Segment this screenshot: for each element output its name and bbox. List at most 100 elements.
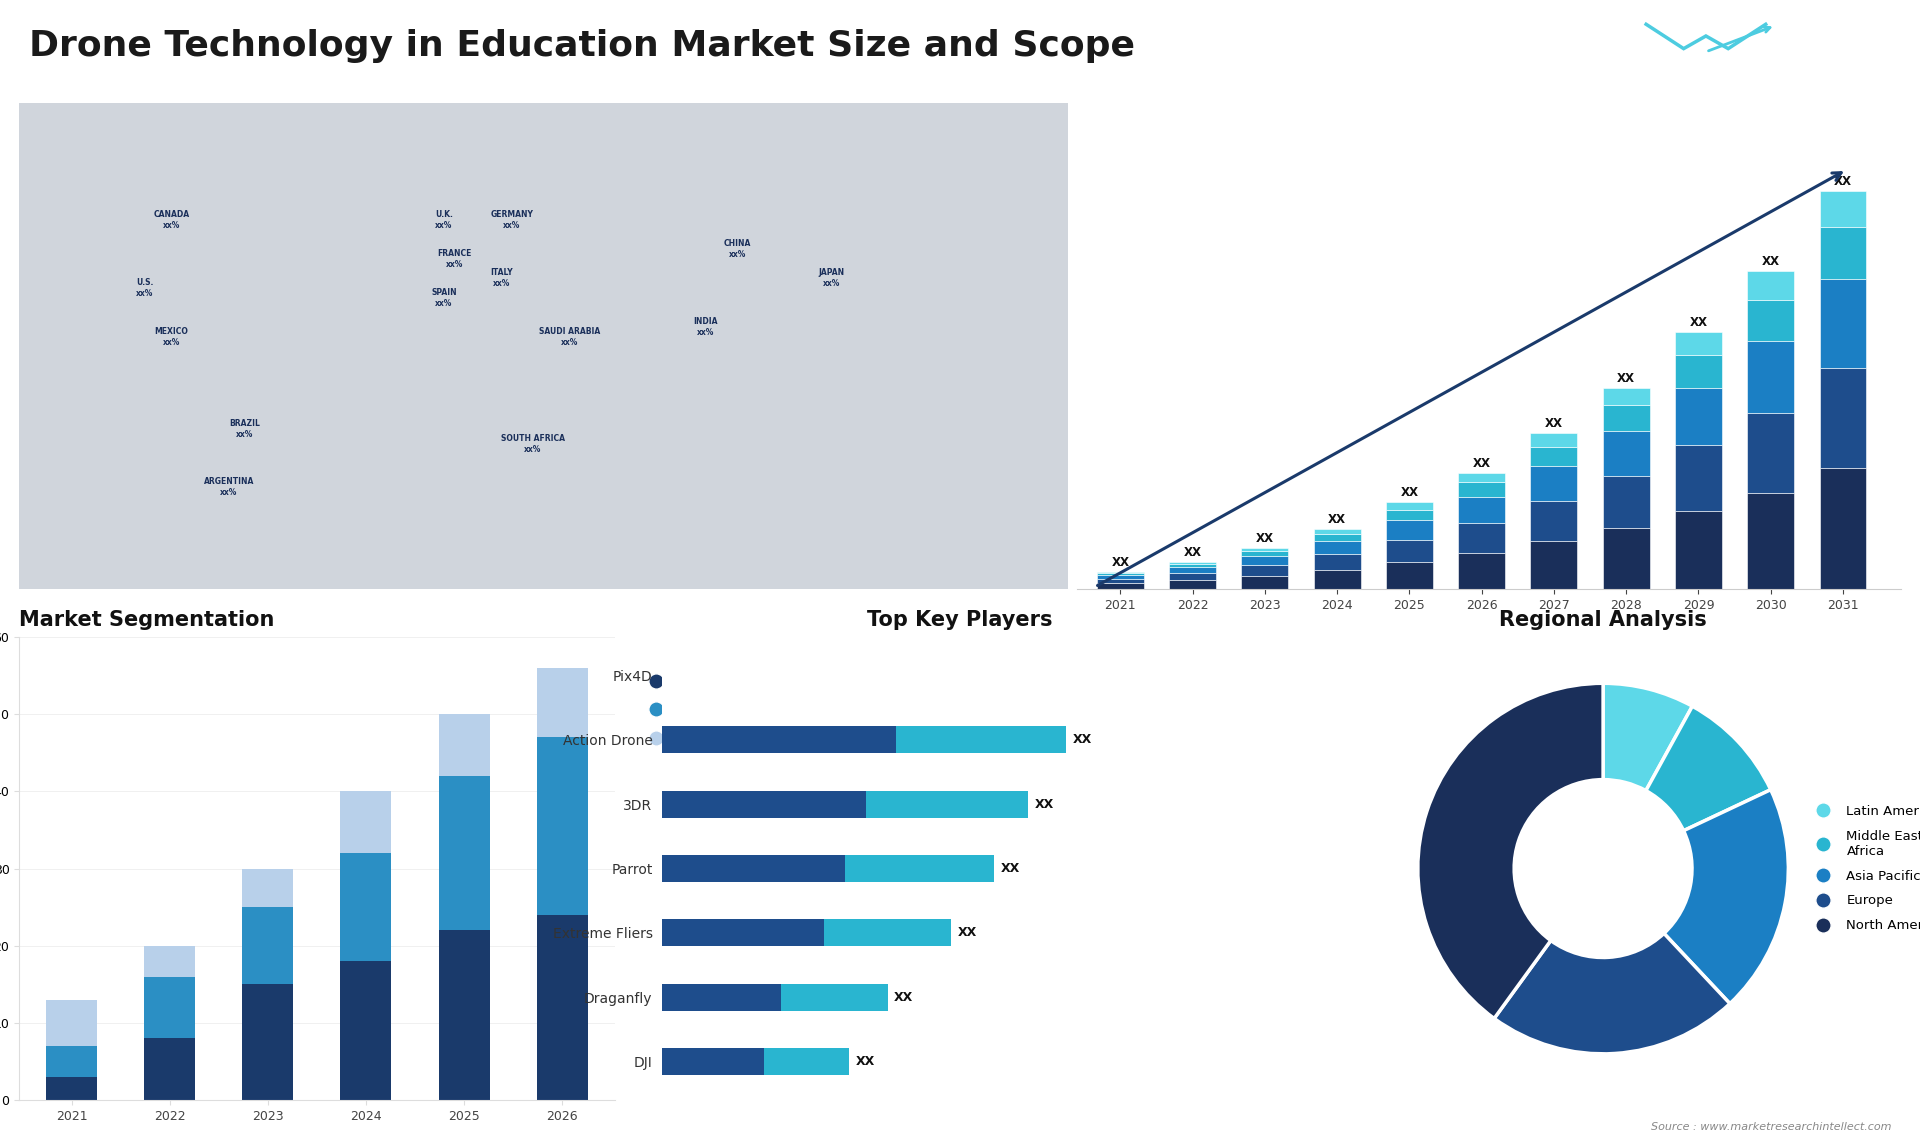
Bar	[1820, 469, 1866, 589]
Bar	[1674, 446, 1722, 511]
Text: RESEARCH: RESEARCH	[1789, 63, 1851, 72]
Bar	[1747, 413, 1793, 493]
Bar	[1386, 510, 1432, 520]
Bar	[242, 869, 294, 908]
Text: XX: XX	[1329, 513, 1346, 526]
Bar	[1313, 555, 1361, 570]
Wedge shape	[1665, 790, 1788, 1004]
Bar	[1096, 575, 1144, 579]
Bar	[1169, 580, 1215, 589]
Bar	[1603, 387, 1649, 406]
Bar	[46, 1046, 98, 1077]
Bar	[438, 931, 490, 1100]
Bar	[1530, 501, 1578, 541]
Bar	[144, 976, 196, 1038]
Text: XX: XX	[1073, 733, 1092, 746]
Bar	[242, 908, 294, 984]
Text: Source : www.marketresearchintellect.com: Source : www.marketresearchintellect.com	[1651, 1122, 1891, 1132]
Bar	[1242, 551, 1288, 556]
Text: XX: XX	[1000, 862, 1020, 876]
Bar	[662, 727, 897, 753]
Bar	[897, 727, 1066, 753]
Bar	[1747, 270, 1793, 300]
Bar	[536, 737, 588, 915]
Bar	[1820, 227, 1866, 278]
Bar	[1747, 493, 1793, 589]
Wedge shape	[1603, 683, 1692, 791]
Bar	[340, 792, 392, 853]
Wedge shape	[1494, 933, 1730, 1054]
Bar	[1242, 556, 1288, 565]
Bar	[46, 1077, 98, 1100]
Bar	[1603, 477, 1649, 527]
Bar	[662, 919, 824, 947]
Text: XX: XX	[895, 991, 914, 1004]
Bar	[824, 919, 952, 947]
Wedge shape	[1417, 683, 1603, 1019]
Bar	[536, 668, 588, 737]
Bar	[1674, 511, 1722, 589]
Bar	[1096, 579, 1144, 583]
Bar	[1313, 534, 1361, 541]
Text: MEXICO
xx%: MEXICO xx%	[154, 327, 188, 346]
Bar	[1674, 387, 1722, 446]
Bar	[46, 999, 98, 1046]
Bar	[1386, 502, 1432, 510]
Text: Drone Technology in Education Market Size and Scope: Drone Technology in Education Market Siz…	[29, 29, 1135, 63]
Bar	[1313, 541, 1361, 555]
Text: CHINA
xx%: CHINA xx%	[724, 240, 751, 259]
Bar	[1096, 572, 1144, 573]
Bar	[1603, 406, 1649, 431]
Text: XX: XX	[1035, 798, 1054, 810]
Text: ARGENTINA
xx%: ARGENTINA xx%	[204, 477, 253, 497]
Bar	[1747, 342, 1793, 413]
Bar	[1313, 570, 1361, 589]
Bar	[1169, 563, 1215, 564]
Text: XX: XX	[1473, 456, 1490, 470]
Text: BRAZIL
xx%: BRAZIL xx%	[228, 419, 259, 439]
Legend: Type, Application, Geography: Type, Application, Geography	[634, 668, 774, 753]
Bar	[1242, 565, 1288, 576]
Bar	[1242, 548, 1288, 551]
Bar	[662, 1049, 764, 1075]
Text: SAUDI ARABIA
xx%: SAUDI ARABIA xx%	[540, 327, 601, 346]
Text: XX: XX	[1834, 175, 1853, 188]
Bar	[662, 791, 866, 818]
Bar	[866, 791, 1027, 818]
Bar	[1747, 300, 1793, 342]
Bar	[1169, 573, 1215, 580]
Text: XX: XX	[856, 1055, 876, 1068]
Bar	[764, 1049, 849, 1075]
Text: XX: XX	[1112, 556, 1129, 568]
Legend: Latin America, Middle East &
Africa, Asia Pacific, Europe, North America: Latin America, Middle East & Africa, Asi…	[1805, 800, 1920, 937]
Text: GERMANY
xx%: GERMANY xx%	[490, 210, 534, 230]
Text: XX: XX	[1256, 532, 1273, 545]
Title: Regional Analysis: Regional Analysis	[1500, 610, 1707, 630]
Bar	[1603, 431, 1649, 477]
Bar	[1530, 433, 1578, 447]
Bar	[1457, 472, 1505, 482]
Text: XX: XX	[958, 926, 977, 940]
Bar	[144, 1038, 196, 1100]
Text: XX: XX	[1617, 371, 1636, 385]
Bar	[662, 855, 845, 882]
Text: XX: XX	[1183, 547, 1202, 559]
Text: SPAIN
xx%: SPAIN xx%	[430, 288, 457, 308]
Bar	[1530, 447, 1578, 466]
Bar	[845, 855, 995, 882]
Bar	[1313, 529, 1361, 534]
Bar	[438, 714, 490, 776]
Bar	[1169, 564, 1215, 567]
Bar	[1096, 573, 1144, 575]
Bar	[536, 915, 588, 1100]
Bar	[242, 984, 294, 1100]
Bar	[1457, 554, 1505, 589]
Bar	[1386, 540, 1432, 563]
Bar	[1242, 576, 1288, 589]
Bar	[1820, 191, 1866, 227]
Bar	[144, 945, 196, 976]
Text: MARKET: MARKET	[1789, 39, 1837, 49]
Text: XX: XX	[1763, 254, 1780, 268]
Bar	[1096, 583, 1144, 589]
Bar	[340, 853, 392, 961]
